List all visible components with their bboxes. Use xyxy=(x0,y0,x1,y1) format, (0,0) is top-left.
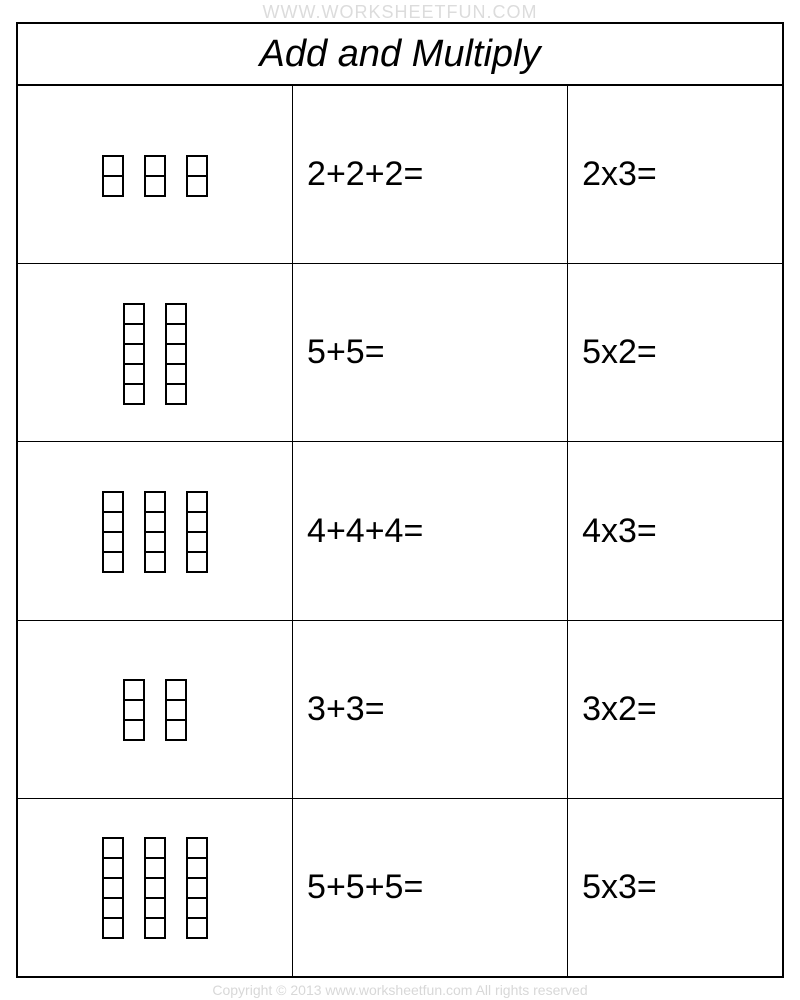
block-square xyxy=(144,531,166,553)
block-stack xyxy=(186,837,208,937)
block-square xyxy=(165,679,187,701)
problem-row: 2+2+2=2x3= xyxy=(18,86,782,264)
block-square xyxy=(102,837,124,859)
block-square xyxy=(144,897,166,919)
block-square xyxy=(102,917,124,939)
block-square xyxy=(186,155,208,177)
block-stack xyxy=(186,155,208,195)
block-square xyxy=(144,491,166,513)
block-square xyxy=(144,511,166,533)
multiplication-expression: 5x2= xyxy=(568,264,782,441)
block-square xyxy=(123,679,145,701)
block-square xyxy=(123,383,145,405)
block-square xyxy=(102,155,124,177)
block-square xyxy=(186,511,208,533)
watermark-bottom: Copyright © 2013 www.worksheetfun.com Al… xyxy=(0,982,800,998)
multiplication-expression: 5x3= xyxy=(568,799,782,976)
block-square xyxy=(102,175,124,197)
block-square xyxy=(186,897,208,919)
block-square xyxy=(144,175,166,197)
block-stack xyxy=(186,491,208,571)
problem-row: 4+4+4=4x3= xyxy=(18,442,782,620)
block-square xyxy=(123,303,145,325)
addition-expression: 5+5= xyxy=(293,264,568,441)
block-square xyxy=(144,837,166,859)
block-stack xyxy=(165,303,187,403)
block-square xyxy=(144,917,166,939)
block-square xyxy=(186,837,208,859)
block-stack xyxy=(102,837,124,937)
block-square xyxy=(186,857,208,879)
block-square xyxy=(102,877,124,899)
block-square xyxy=(186,491,208,513)
block-square xyxy=(165,343,187,365)
block-square xyxy=(144,857,166,879)
block-square xyxy=(165,383,187,405)
block-square xyxy=(144,155,166,177)
block-square xyxy=(144,551,166,573)
blocks-cell xyxy=(18,799,293,976)
block-square xyxy=(165,363,187,385)
watermark-top: WWW.WORKSHEETFUN.COM xyxy=(0,2,800,23)
problem-row: 3+3=3x2= xyxy=(18,621,782,799)
block-stack xyxy=(144,837,166,937)
block-stack xyxy=(144,491,166,571)
problem-row: 5+5+5=5x3= xyxy=(18,799,782,976)
block-square xyxy=(123,343,145,365)
block-stack xyxy=(123,303,145,403)
worksheet: Add and Multiply 2+2+2=2x3=5+5=5x2=4+4+4… xyxy=(16,22,784,978)
block-square xyxy=(123,323,145,345)
block-square xyxy=(165,699,187,721)
addition-expression: 4+4+4= xyxy=(293,442,568,619)
block-square xyxy=(186,175,208,197)
block-square xyxy=(165,303,187,325)
block-square xyxy=(165,719,187,741)
multiplication-expression: 4x3= xyxy=(568,442,782,619)
block-stack xyxy=(165,679,187,739)
block-square xyxy=(186,877,208,899)
block-stack xyxy=(123,679,145,739)
blocks-cell xyxy=(18,621,293,798)
block-square xyxy=(165,323,187,345)
block-square xyxy=(102,531,124,553)
multiplication-expression: 2x3= xyxy=(568,86,782,263)
blocks-cell xyxy=(18,442,293,619)
block-stack xyxy=(102,491,124,571)
block-square xyxy=(186,917,208,939)
block-square xyxy=(123,363,145,385)
worksheet-rows: 2+2+2=2x3=5+5=5x2=4+4+4=4x3=3+3=3x2=5+5+… xyxy=(18,86,782,976)
addition-expression: 2+2+2= xyxy=(293,86,568,263)
multiplication-expression: 3x2= xyxy=(568,621,782,798)
block-square xyxy=(102,491,124,513)
addition-expression: 5+5+5= xyxy=(293,799,568,976)
block-square xyxy=(186,551,208,573)
problem-row: 5+5=5x2= xyxy=(18,264,782,442)
block-square xyxy=(102,897,124,919)
blocks-cell xyxy=(18,264,293,441)
addition-expression: 3+3= xyxy=(293,621,568,798)
block-stack xyxy=(102,155,124,195)
block-square xyxy=(123,699,145,721)
block-square xyxy=(102,551,124,573)
block-square xyxy=(102,857,124,879)
blocks-cell xyxy=(18,86,293,263)
block-square xyxy=(102,511,124,533)
worksheet-title: Add and Multiply xyxy=(18,24,782,86)
block-stack xyxy=(144,155,166,195)
block-square xyxy=(144,877,166,899)
block-square xyxy=(186,531,208,553)
block-square xyxy=(123,719,145,741)
